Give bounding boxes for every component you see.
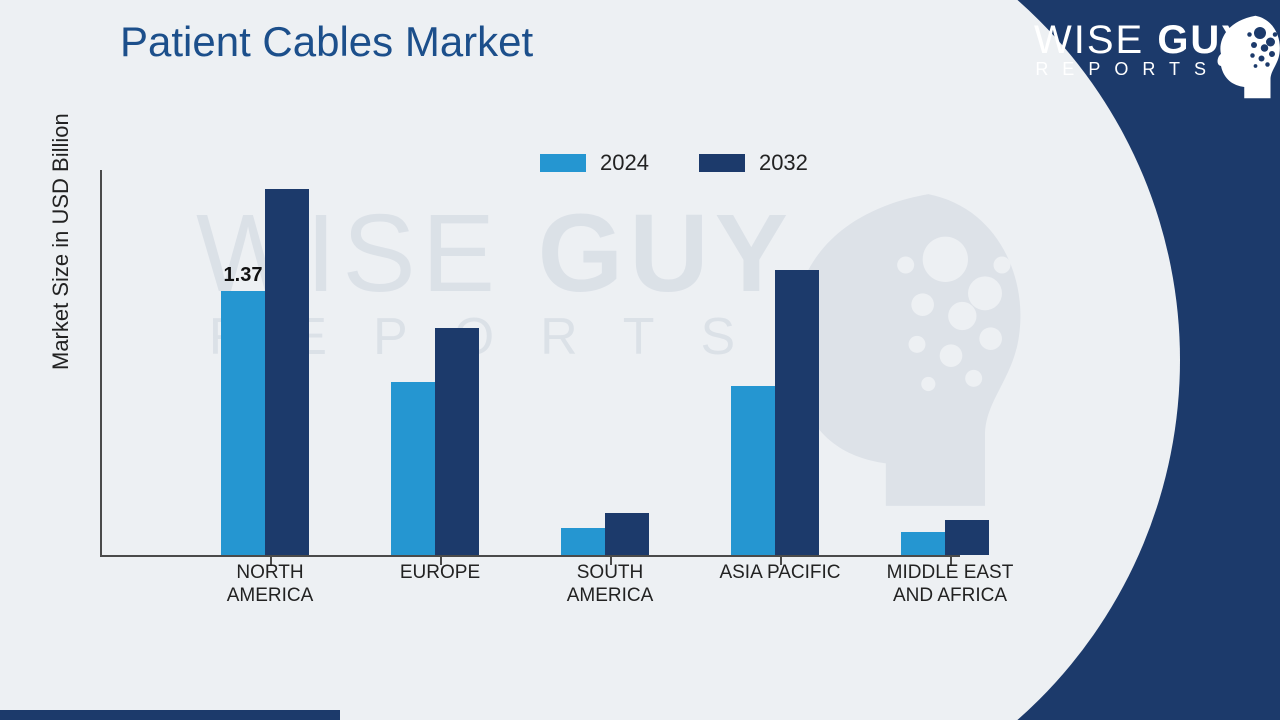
- bar: [731, 386, 775, 555]
- bar: [945, 520, 989, 555]
- bar: [561, 528, 605, 555]
- bar: [435, 328, 479, 555]
- bar: [221, 291, 265, 555]
- x-axis-line: [100, 555, 960, 557]
- bar: [605, 513, 649, 555]
- y-axis-label: Market Size in USD Billion: [48, 113, 74, 370]
- category-label: MIDDLE EAST AND AFRICA: [875, 562, 1025, 608]
- category-label: ASIA PACIFIC: [705, 562, 855, 585]
- bar: [391, 382, 435, 555]
- bar-value-label: 1.37: [224, 264, 263, 287]
- bar: [775, 270, 819, 555]
- category-label: EUROPE: [365, 562, 515, 585]
- category-label: NORTH AMERICA: [195, 562, 345, 608]
- brand-head-icon: [1208, 12, 1280, 102]
- footer-accent-bar: [0, 710, 340, 720]
- bar: [901, 532, 945, 555]
- plot-area: 1.37: [100, 170, 960, 555]
- chart-card: WISE GUY REPORTS Patient Cables Market W…: [0, 0, 1280, 720]
- chart-title: Patient Cables Market: [120, 18, 533, 66]
- category-label: SOUTH AMERICA: [535, 562, 685, 608]
- brand-subtitle: REPORTS: [970, 59, 1220, 80]
- bar: [265, 189, 309, 555]
